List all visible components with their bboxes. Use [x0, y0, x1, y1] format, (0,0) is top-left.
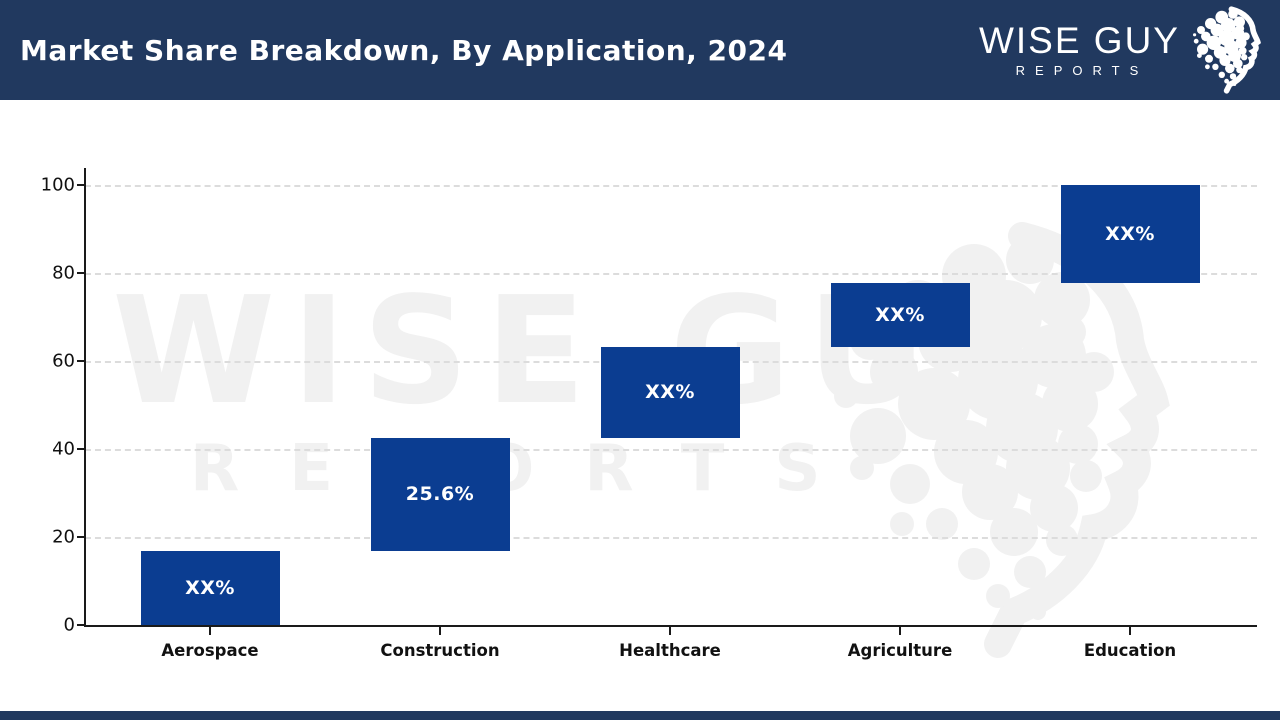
logo-text: WISE GUY REPORTS [979, 22, 1180, 78]
y-tick-20 [77, 536, 85, 538]
logo-head-icon [1184, 6, 1266, 94]
x-axis-line [84, 625, 1257, 627]
bar-label-agriculture: XX% [875, 304, 925, 326]
logo-wiseguy-text: WISE GUY [978, 20, 1180, 61]
bar-agriculture: XX% [830, 283, 970, 347]
bar-aerospace: XX% [140, 550, 280, 625]
header-bar: Market Share Breakdown, By Application, … [0, 0, 1280, 100]
x-tick-agriculture [899, 627, 901, 635]
gridline-40 [85, 449, 1257, 451]
chart-plot-area: 0 20 40 60 80 100 XX% Aerospace 25.6% Constructio… [0, 100, 1280, 711]
y-tick-label-100: 100 [40, 174, 75, 196]
y-tick-label-80: 80 [52, 262, 75, 284]
wiseguy-reports-logo: WISE GUY REPORTS [979, 6, 1280, 94]
bar-construction: 25.6% [370, 438, 510, 551]
y-tick-60 [77, 360, 85, 362]
bar-healthcare: XX% [600, 346, 740, 438]
y-tick-80 [77, 272, 85, 274]
footer-bar [0, 711, 1280, 720]
x-tick-education [1129, 627, 1131, 635]
x-tick-healthcare [669, 627, 671, 635]
y-tick-40 [77, 448, 85, 450]
x-tick-label-healthcare: Healthcare [619, 641, 721, 660]
x-tick-label-agriculture: Agriculture [847, 641, 953, 660]
y-tick-label-60: 60 [52, 350, 75, 372]
y-tick-label-0: 0 [63, 614, 75, 636]
y-axis-line [84, 168, 86, 627]
bar-education: XX% [1060, 185, 1200, 284]
y-tick-100 [77, 184, 85, 186]
bar-label-construction: 25.6% [405, 483, 475, 506]
logo-reports-text: REPORTS [1015, 63, 1149, 78]
y-tick-0 [77, 624, 85, 626]
x-tick-aerospace [209, 627, 211, 635]
bar-label-healthcare: XX% [645, 381, 695, 404]
x-tick-label-education: Education [1083, 641, 1177, 660]
y-tick-label-40: 40 [52, 438, 75, 460]
chart-title: Market Share Breakdown, By Application, … [20, 33, 788, 67]
bar-label-education: XX% [1105, 223, 1155, 246]
gridline-20 [85, 537, 1257, 539]
x-tick-label-aerospace: Aerospace [161, 641, 259, 660]
bar-label-aerospace: XX% [185, 576, 235, 599]
gridline-80 [85, 273, 1257, 275]
y-tick-label-20: 20 [52, 526, 75, 548]
gridline-100 [85, 185, 1257, 187]
x-tick-label-construction: Construction [380, 641, 500, 660]
x-tick-construction [439, 627, 441, 635]
